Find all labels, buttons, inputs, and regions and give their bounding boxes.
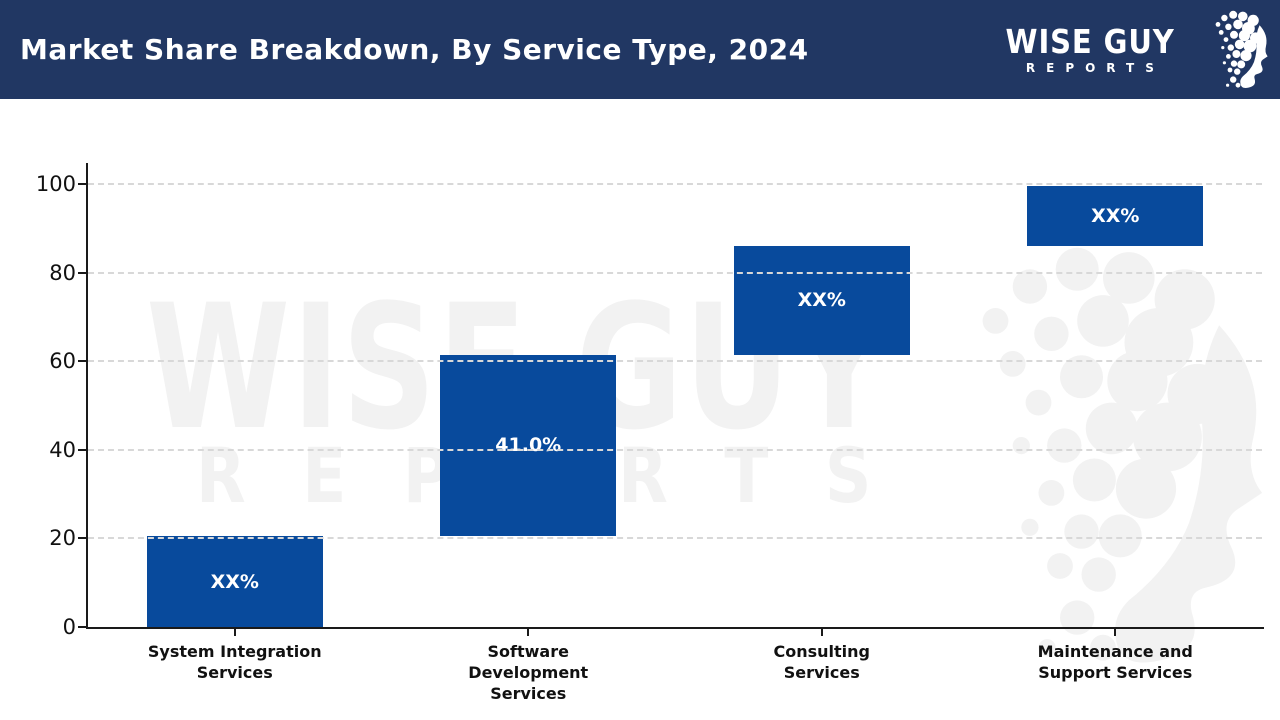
gridline-80 (88, 271, 1262, 274)
gridline-60 (88, 360, 1262, 363)
brand-head-icon (1215, 10, 1268, 88)
bar-system-integration: XX% (146, 536, 323, 627)
bar-consulting: XX% (733, 246, 910, 355)
y-tick-label-80: 80 (49, 260, 76, 285)
bar-label-system-integration: XX% (210, 570, 259, 593)
x-axis-line (86, 627, 1264, 629)
y-tick-mark-20 (78, 537, 86, 540)
brand-name: WISE GUY (1005, 22, 1175, 61)
y-tick-mark-0 (78, 626, 86, 628)
bar-label-consulting: XX% (797, 289, 846, 312)
header-bar: Market Share Breakdown, By Service Type,… (0, 0, 1280, 99)
bar-software: 41.0% (440, 354, 617, 537)
x-tick-label-system-integration: System Integration Services (147, 642, 322, 682)
brand-subtitle: REPORTS (1025, 61, 1165, 75)
x-tick-label-software: Software Development Services (468, 642, 589, 703)
gridline-100 (88, 183, 1262, 185)
y-tick-mark-40 (78, 448, 86, 451)
y-axis-line (86, 163, 88, 629)
y-tick-label-60: 60 (49, 349, 76, 374)
y-tick-mark-60 (78, 360, 86, 363)
y-tick-label-0: 0 (62, 615, 76, 639)
y-tick-mark-100 (78, 183, 86, 185)
bar-label-maintenance-and: XX% (1091, 205, 1140, 228)
bar-maintenance-and: XX% (1027, 186, 1204, 246)
y-tick-label-100: 100 (35, 172, 76, 196)
x-tick-mark-consulting (820, 629, 823, 636)
brand-logo: WISE GUY REPORTS (994, 6, 1270, 94)
gridline-40 (88, 448, 1262, 451)
x-tick-label-consulting: Consulting Services (773, 642, 871, 682)
y-tick-label-20: 20 (49, 526, 76, 551)
page-title: Market Share Breakdown, By Service Type,… (20, 33, 809, 66)
gridline-20 (88, 537, 1262, 540)
y-tick-label-40: 40 (49, 437, 76, 462)
x-tick-mark-software (527, 629, 530, 636)
x-tick-label-maintenance-and: Maintenance and Support Services (1037, 642, 1193, 682)
y-tick-mark-80 (78, 271, 86, 274)
x-tick-mark-system-integration (233, 629, 236, 636)
brand-text: WISE GUY REPORTS (994, 25, 1186, 74)
x-tick-mark-maintenance-and (1114, 629, 1117, 636)
bar-label-software: 41.0% (495, 434, 562, 457)
